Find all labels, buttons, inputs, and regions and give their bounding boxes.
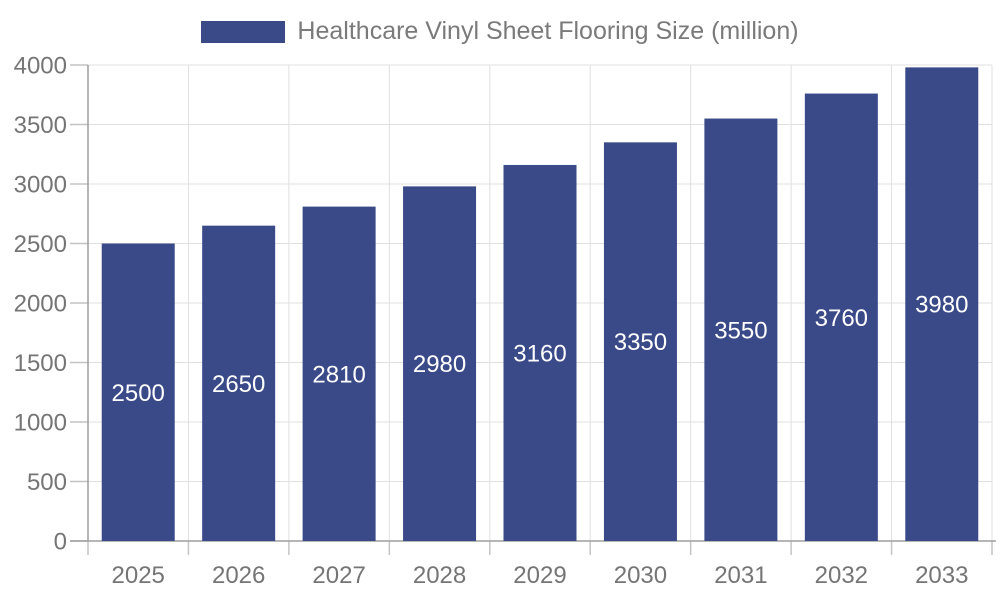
bar-value-label: 3350 [614,329,667,356]
bar-2031[interactable] [704,118,778,542]
y-axis-label: 3000 [14,172,67,199]
legend-swatch [201,21,286,43]
y-axis-label: 1000 [14,410,67,437]
x-axis-label-2031: 2031 [714,562,767,589]
legend: Healthcare Vinyl Sheet Flooring Size (mi… [0,15,1000,49]
y-axis-label: 0 [54,529,67,556]
x-axis-label-2030: 2030 [614,562,667,589]
x-axis-label-2025: 2025 [112,562,165,589]
x-axis-label-2026: 2026 [212,562,265,589]
x-axis-label-2027: 2027 [312,562,365,589]
y-axis-label: 3500 [14,112,67,139]
bar-2027[interactable] [302,206,376,542]
bar-value-label: 2500 [112,380,165,407]
legend-label: Healthcare Vinyl Sheet Flooring Size (mi… [297,17,799,46]
bar-2033[interactable] [905,67,979,541]
bar-value-label: 2810 [312,361,365,388]
bar-value-label: 3550 [714,317,767,344]
x-axis-label-2032: 2032 [815,562,868,589]
bar-value-label: 3160 [513,340,566,367]
y-axis-label: 500 [27,469,67,496]
y-axis-label: 2500 [14,231,67,258]
y-axis-label: 2000 [14,291,67,318]
x-axis-label-2033: 2033 [915,562,968,589]
bar-2025[interactable] [101,243,175,542]
bar-2026[interactable] [202,225,276,541]
legend-item[interactable]: Healthcare Vinyl Sheet Flooring Size (mi… [201,17,799,46]
x-axis-label-2029: 2029 [513,562,566,589]
bar-2029[interactable] [503,164,577,541]
x-axis-label-2028: 2028 [413,562,466,589]
bar-value-label: 2650 [212,371,265,398]
bar-2028[interactable] [403,186,477,541]
bar-2030[interactable] [603,142,677,541]
y-axis-label: 4000 [14,53,67,80]
bar-2032[interactable] [804,93,878,541]
bar-value-label: 3980 [915,292,968,319]
y-axis-label: 1500 [14,350,67,377]
bar-value-label: 2980 [413,351,466,378]
bar-value-label: 3760 [815,305,868,332]
